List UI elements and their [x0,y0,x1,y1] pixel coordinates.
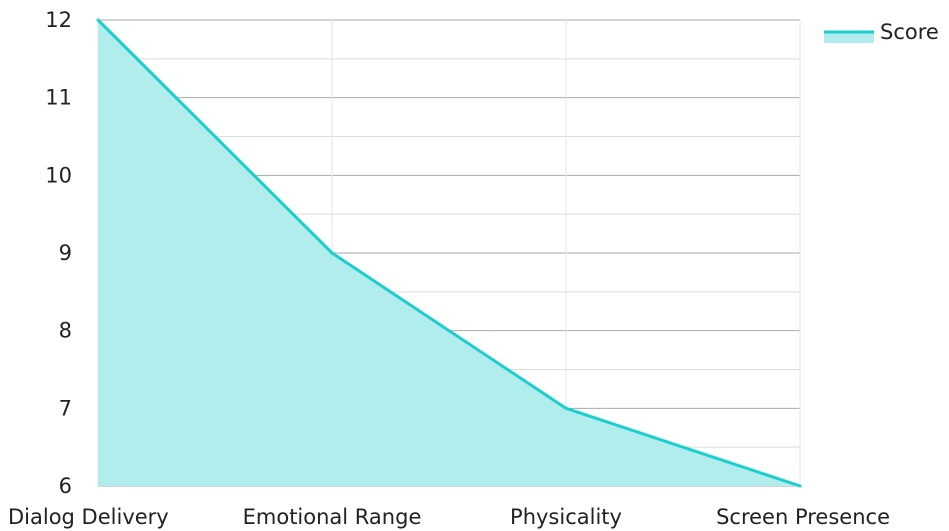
x-tick-label: Dialog Delivery [8,505,169,529]
y-tick-label: 7 [59,396,72,420]
score-area-fill [98,20,800,486]
data-point-screen-presence [798,484,802,488]
y-tick-label: 6 [59,474,72,498]
data-point-dialog-delivery [96,18,100,22]
y-tick-label: 11 [45,86,72,110]
x-tick-label: Physicality [510,505,622,529]
y-axis-tick-labels: 6 7 8 9 10 11 12 [45,8,72,498]
data-point-physicality [564,406,568,410]
x-tick-label: Screen Presence [716,505,890,529]
y-tick-label: 12 [45,8,72,32]
legend-swatch-fill [824,31,874,43]
y-tick-label: 9 [59,241,72,265]
score-series-line [96,18,801,488]
x-axis-tick-labels: Dialog Delivery Emotional Range Physicalit… [8,505,890,529]
data-point-emotional-range [330,251,334,255]
legend-label-score: Score [880,20,939,44]
legend: Score [824,20,939,44]
y-tick-label: 8 [59,319,72,343]
score-data-points [96,18,802,488]
y-tick-label: 10 [45,163,72,187]
x-tick-label: Emotional Range [243,505,422,529]
